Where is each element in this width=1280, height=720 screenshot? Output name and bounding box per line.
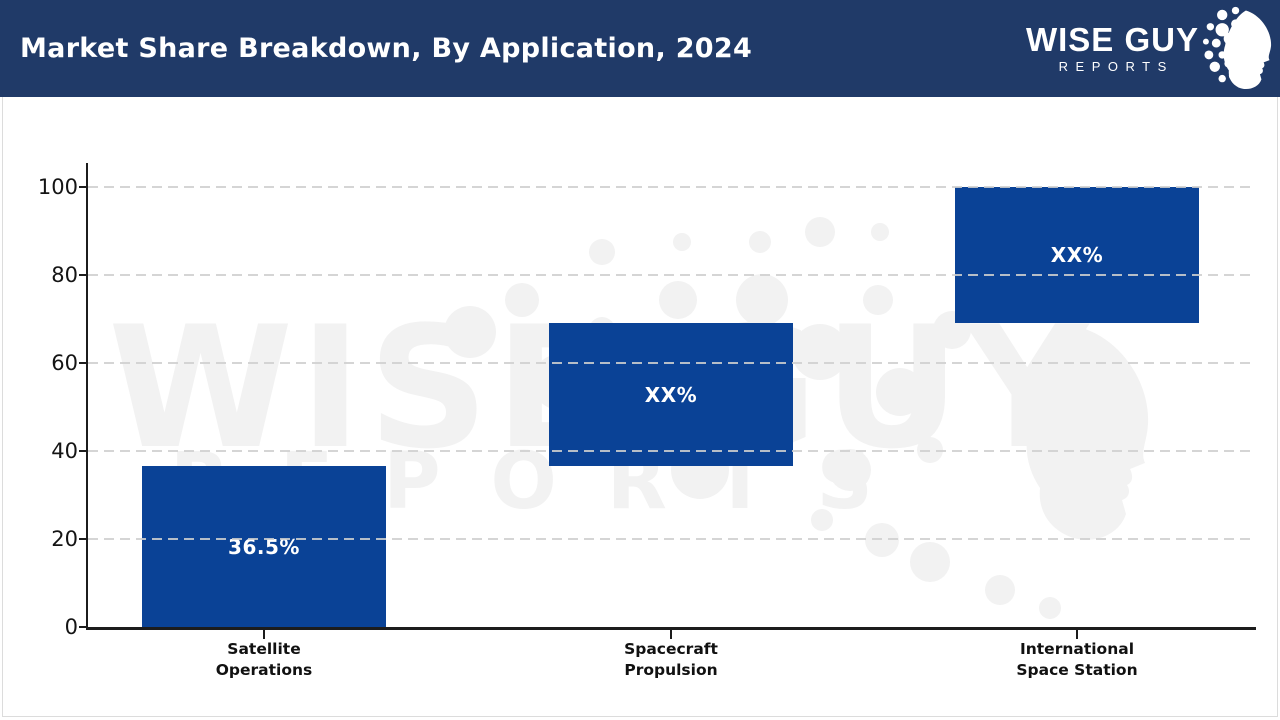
y-tick-mark [79,186,87,188]
y-tick-label: 20 [51,527,78,551]
x-axis-line [86,627,1256,630]
logo-wordmark: WISE GUY [1025,20,1199,58]
x-tick-mark [263,630,265,639]
bar-segment: XX% [549,323,793,467]
logo-subtext: REPORTS [1058,59,1174,75]
bar-value-label: XX% [1050,243,1104,268]
x-tick-mark [670,630,672,639]
x-category-label: Satellite Operations [215,640,313,679]
page-title: Market Share Breakdown, By Application, … [20,33,753,64]
y-tick-mark [79,362,87,364]
y-tick-label: 60 [51,351,78,375]
y-tick-mark [79,274,87,276]
x-category-label: International Space Station [1016,640,1138,679]
y-axis-line [86,163,88,629]
bar-value-label: 36.5% [228,534,300,559]
header: Market Share Breakdown, By Application, … [0,0,1280,97]
logo-text: WISE GUY REPORTS [1025,20,1199,75]
bar-segment: 36.5% [142,466,386,627]
x-tick-mark [1076,630,1078,639]
x-category-label: Spacecraft Propulsion [624,640,718,679]
y-tick-mark [79,626,87,628]
y-tick-label: 80 [51,263,78,287]
bar-segment: XX% [955,187,1199,324]
logo-head-icon [1202,6,1272,89]
wiseguy-logo: WISE GUY REPORTS [1026,2,1274,95]
y-tick-label: 100 [37,175,78,199]
y-tick-label: 0 [64,615,78,639]
y-tick-mark [79,538,87,540]
y-tick-label: 40 [51,439,78,463]
bar-value-label: XX% [644,382,698,407]
y-tick-mark [79,450,87,452]
